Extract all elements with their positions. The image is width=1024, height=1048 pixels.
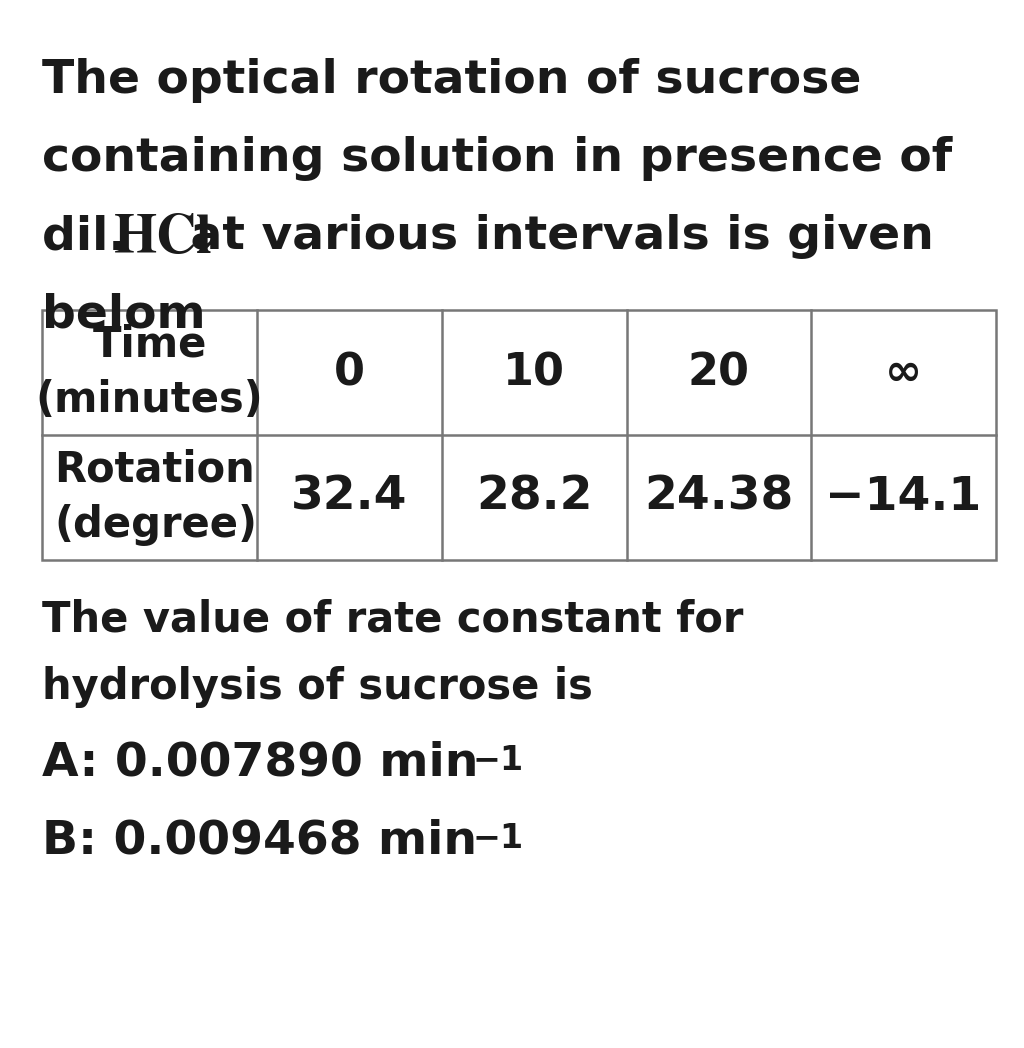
Text: −14.1: −14.1 <box>825 475 982 520</box>
Text: at various intervals is given: at various intervals is given <box>174 214 934 259</box>
Text: ∞: ∞ <box>885 351 923 394</box>
Text: containing solution in presence of: containing solution in presence of <box>42 136 952 181</box>
Text: −1: −1 <box>472 822 523 855</box>
Text: 32.4: 32.4 <box>291 475 408 520</box>
Text: 24.38: 24.38 <box>644 475 794 520</box>
Text: Rotation
(degree): Rotation (degree) <box>54 449 257 546</box>
Text: B: 0.009468 min: B: 0.009468 min <box>42 818 477 863</box>
Text: 10: 10 <box>503 351 565 394</box>
Text: 0: 0 <box>334 351 365 394</box>
Text: The value of rate constant for: The value of rate constant for <box>42 598 743 640</box>
Text: −1: −1 <box>472 744 523 777</box>
Text: 28.2: 28.2 <box>476 475 592 520</box>
Text: dil.: dil. <box>42 214 143 259</box>
Text: Time
(minutes): Time (minutes) <box>36 324 263 421</box>
Bar <box>42 310 996 560</box>
Text: The optical rotation of sucrose: The optical rotation of sucrose <box>42 58 861 103</box>
Text: hydrolysis of sucrose is: hydrolysis of sucrose is <box>42 665 593 708</box>
Text: A: 0.007890 min: A: 0.007890 min <box>42 740 478 785</box>
Text: HCl: HCl <box>114 214 213 264</box>
Text: 20: 20 <box>688 351 750 394</box>
Text: belom: belom <box>42 292 206 337</box>
